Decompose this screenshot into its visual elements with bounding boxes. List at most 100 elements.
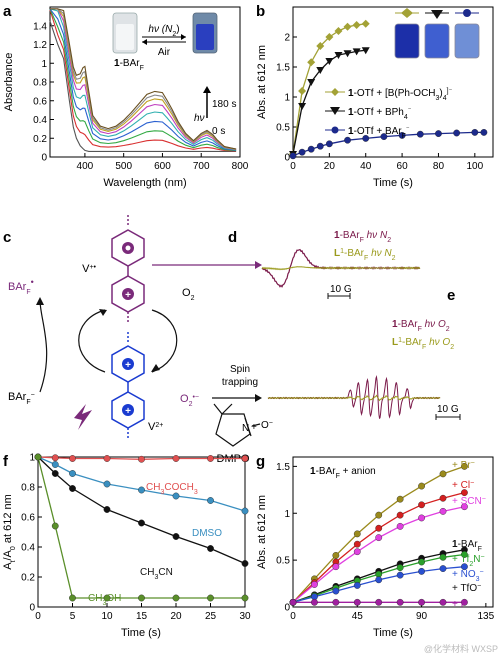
panel-a-arrow-top-label: hν (N2) xyxy=(148,24,179,38)
panel-g-point-4-5 xyxy=(396,564,404,572)
panel-g-point-5-7 xyxy=(439,565,447,572)
panel-a-spectrum-2 xyxy=(49,8,237,152)
panel-f-ytick-label-0: 0 xyxy=(29,603,35,614)
panel-g-point-6-2 xyxy=(332,598,340,606)
panel-f-point-3-7 xyxy=(241,594,249,602)
panel-f-xtick-label-0: 0 xyxy=(35,611,41,622)
panel-e-legend-2: L1-BArF hν O2 xyxy=(392,337,454,351)
panel-g-point-5-6 xyxy=(418,567,425,575)
panel-g-point-2-7 xyxy=(439,507,447,515)
panel-b-point-2-3 xyxy=(316,142,324,150)
panel-f-point-1-1 xyxy=(51,461,59,468)
panel-g-point-5-2 xyxy=(332,587,340,595)
panel-a-spectrum-0 xyxy=(49,20,237,152)
panel-g-label-tfo: + TfO− xyxy=(452,583,481,595)
dmpo-n-o-bond xyxy=(251,423,261,427)
barf-cycle-arrowhead xyxy=(36,297,44,305)
panel-g-point-0-8 xyxy=(461,462,468,470)
panel-a: a 0 0.2 0.4 0.6 0.8 1 1.2 1.4 400 500 600 700 800 A… xyxy=(3,3,249,189)
panel-d-scale-label: 10 G xyxy=(330,284,352,295)
panel-b-x-ticks: 0 20 40 60 80 100 xyxy=(290,153,484,172)
radical-plus-sign: + xyxy=(125,290,131,301)
panel-f-point-1-6 xyxy=(207,497,214,504)
panel-b-point-2-1 xyxy=(298,148,306,156)
panel-f-point-2-4 xyxy=(138,519,145,527)
panel-f-point-3-2 xyxy=(69,594,76,602)
panel-d-label: d xyxy=(228,229,237,246)
viologen-radical-cation: + xyxy=(111,215,145,324)
panel-a-ytick-label-7: 1.4 xyxy=(33,21,47,32)
panel-d-legend-1: 1-BArF hν N2 xyxy=(334,230,391,244)
panel-f-label-dmso: DMSO xyxy=(192,528,222,539)
panel-a-time-bottom: 0 s xyxy=(212,126,225,137)
panel-f: f 0 0.2 0.4 0.6 0.8 1 0 5 10 15 20 25 30 At/A0 at 6… xyxy=(2,453,251,640)
spin-trapping-line-1: Spin xyxy=(230,364,250,375)
panel-g-label: g xyxy=(256,453,265,470)
panel-b-x-axis-label: Time (s) xyxy=(373,177,413,189)
panel-f-point-1-2 xyxy=(69,470,76,477)
panel-a-xtick-label-4: 800 xyxy=(232,161,249,172)
panel-f-point-0-3 xyxy=(103,455,111,462)
panel-g-point-0-7 xyxy=(439,470,447,478)
panel-g: g 0 0.5 1 1.5 0 45 90 135 Abs. at 612 nm Time … xyxy=(256,453,498,654)
panel-b-point-1-2 xyxy=(307,79,316,86)
panel-b-ytick-label-2: 1 xyxy=(284,93,290,104)
panel-g-point-4-8 xyxy=(461,551,468,558)
panel-a-ytick-label-0: 0 xyxy=(41,153,47,164)
panel-a-label: a xyxy=(3,3,12,20)
panel-b-legend-1: 1-OTf + [B(Ph-OCH3)4]⁻ xyxy=(348,88,453,102)
panel-f-point-2-5 xyxy=(172,533,180,540)
panel-b-series xyxy=(289,19,488,160)
panel-f-point-1-5 xyxy=(172,492,180,500)
panel-a-ytick-label-4: 0.8 xyxy=(33,78,47,89)
barf-anion-label: BArF− xyxy=(8,391,35,406)
dication-plus-sign-2: + xyxy=(125,406,131,417)
panel-g-point-2-3 xyxy=(353,548,361,556)
panel-g-point-6-0 xyxy=(289,598,297,606)
panel-g-point-6-4 xyxy=(375,598,383,606)
panel-a-inset-label: 1-BArF xyxy=(114,58,144,72)
panel-a-arrow-forward-head xyxy=(181,34,186,40)
panel-f-xtick-label-3: 15 xyxy=(136,611,148,622)
panel-f-label: f xyxy=(3,453,9,470)
panel-f-label-meoh: CH3OH xyxy=(88,593,121,607)
panel-g-point-6-5 xyxy=(396,598,404,606)
panel-g-xtick-label-0: 0 xyxy=(290,611,296,622)
panel-g-point-1-7 xyxy=(439,494,447,502)
panel-b-vial-3 xyxy=(454,23,480,59)
panel-g-frame xyxy=(292,456,494,608)
panel-g-point-1-3 xyxy=(353,540,361,548)
panel-b-point-2-5 xyxy=(344,136,351,144)
panel-a-time-arrow-head xyxy=(203,86,211,93)
panel-g-ytick-label-2: 1 xyxy=(284,509,290,520)
panel-f-point-1-3 xyxy=(103,480,111,488)
panel-f-x-ticks: 0 5 10 15 20 25 30 xyxy=(35,603,251,622)
panel-g-point-1-4 xyxy=(375,524,383,532)
panel-b-y-axis-label: Abs. at 612 nm xyxy=(256,45,268,119)
panel-b-point-2-7 xyxy=(380,133,388,141)
panel-b-ytick-label-0: 0 xyxy=(284,153,290,164)
right-cycle-arc xyxy=(151,309,178,373)
panel-a-spectrum-1 xyxy=(49,9,237,152)
panel-b-point-2-12 xyxy=(471,128,479,136)
panel-b-frame xyxy=(292,6,494,158)
panel-f-point-0-4 xyxy=(138,455,145,463)
panel-e-trace-2 xyxy=(267,394,441,402)
panel-g-point-5-8 xyxy=(461,563,468,571)
panel-b-ytick-label-1: 0.5 xyxy=(276,123,290,134)
vplus-label: V+• xyxy=(82,263,96,275)
panel-b-point-2-6 xyxy=(362,134,370,142)
panel-g-point-2-5 xyxy=(396,522,404,530)
panel-g-ytick-label-0: 0 xyxy=(284,603,290,614)
panel-f-point-3-3 xyxy=(103,594,111,602)
panel-g-point-0-3 xyxy=(353,530,361,538)
panel-g-series-1-line xyxy=(292,491,465,603)
panel-g-point-5-3 xyxy=(353,582,361,589)
panel-g-label-no3: + NO3− xyxy=(452,569,484,583)
panel-g-x-ticks: 0 45 90 135 xyxy=(290,603,495,622)
panel-d: d 1-BArF hν N2 L1-BArF hν N2 10 G xyxy=(228,229,421,299)
panel-b-xtick-label-3: 60 xyxy=(397,161,409,172)
panel-f-point-3-4 xyxy=(138,594,145,602)
panel-f-point-0-2 xyxy=(69,455,76,462)
